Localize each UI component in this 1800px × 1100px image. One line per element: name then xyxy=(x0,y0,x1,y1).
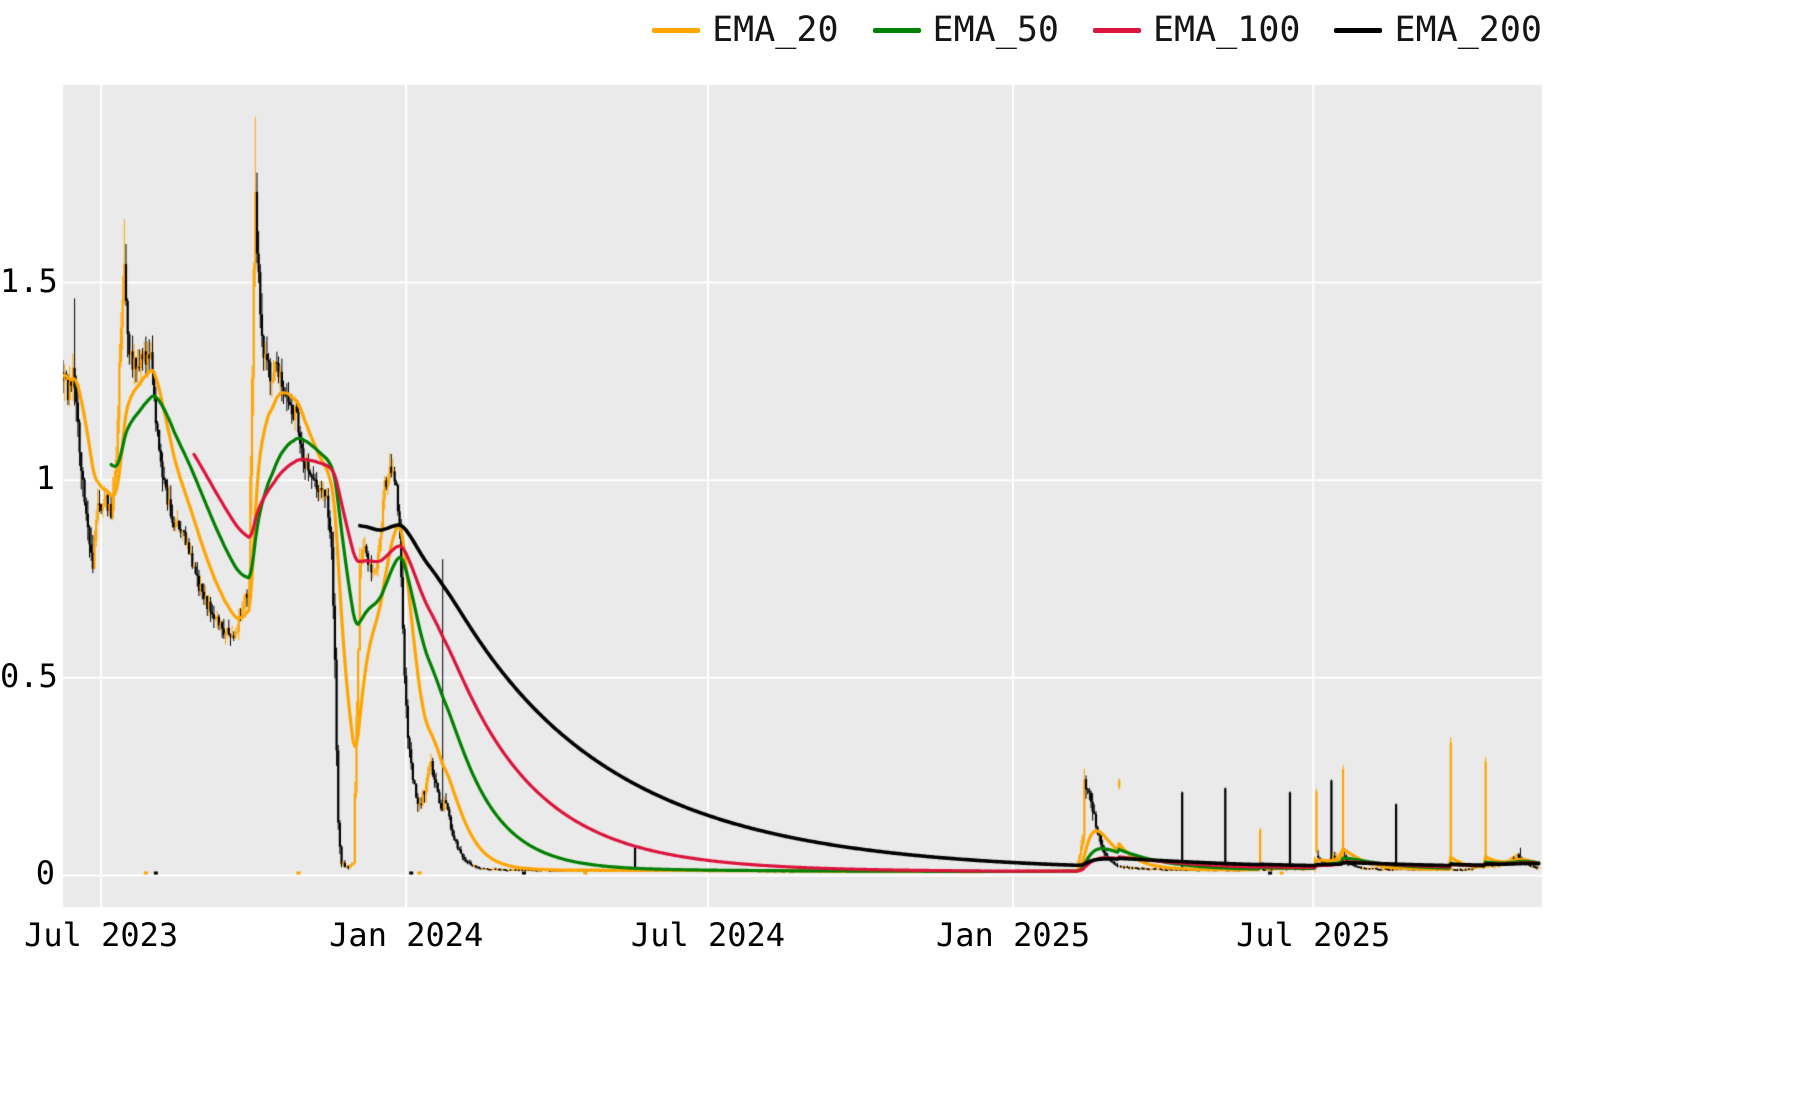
ema-100-line-swatch-icon xyxy=(1092,27,1141,33)
y-tick-1: 0.5 xyxy=(0,656,58,695)
y-tick-2: 1 xyxy=(35,459,55,498)
legend-item-ema-20: EMA_20 xyxy=(652,10,839,50)
ema-200-line-swatch-icon xyxy=(1334,27,1383,33)
ema-50-line-swatch-icon xyxy=(872,27,921,33)
ema-20-line-swatch-icon xyxy=(652,27,701,33)
x-tick-4: Jul 2025 xyxy=(1236,916,1391,954)
ema-200-legend-label: EMA_200 xyxy=(1394,10,1542,50)
ema-50-legend-label: EMA_50 xyxy=(932,10,1059,50)
y-tick-0: 0 xyxy=(35,854,55,893)
legend-item-ema-200: EMA_200 xyxy=(1334,10,1542,50)
x-tick-1: Jan 2024 xyxy=(329,916,484,954)
legend-item-ema-100: EMA_100 xyxy=(1092,10,1301,50)
ema-100-legend-label: EMA_100 xyxy=(1152,10,1301,50)
x-tick-2: Jul 2024 xyxy=(630,916,786,954)
y-tick-3: 1.5 xyxy=(0,261,58,300)
legend: EMA_20 EMA_50 EMA_100 EMA_200 xyxy=(652,10,1542,50)
legend-item-ema-50: EMA_50 xyxy=(872,10,1059,50)
ema-20-legend-label: EMA_20 xyxy=(712,10,839,50)
x-tick-0: Jul 2023 xyxy=(24,916,179,954)
x-tick-3: Jan 2025 xyxy=(936,916,1091,954)
